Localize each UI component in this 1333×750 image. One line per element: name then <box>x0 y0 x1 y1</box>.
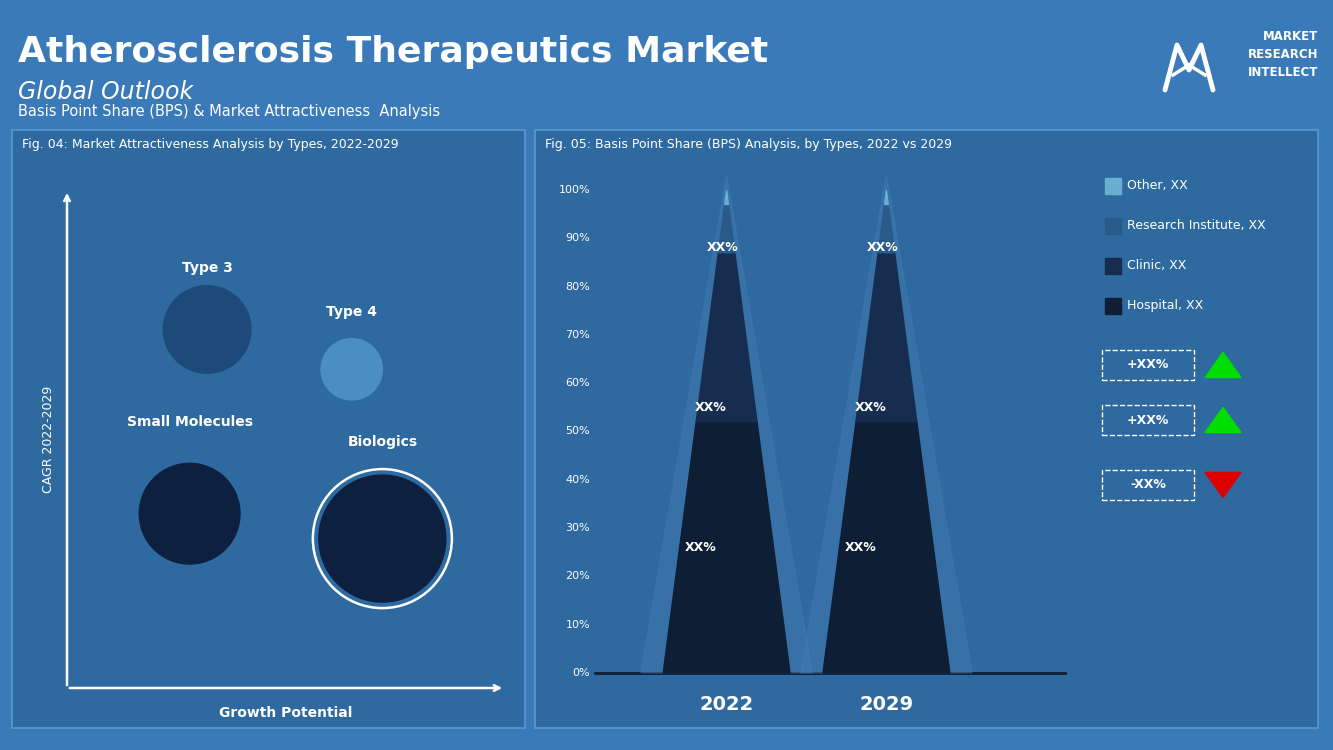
Text: Research Institute, XX: Research Institute, XX <box>1126 218 1266 232</box>
Circle shape <box>321 338 383 400</box>
Polygon shape <box>725 190 729 205</box>
Bar <box>12 130 525 728</box>
Text: Small Molecules: Small Molecules <box>127 415 253 429</box>
Polygon shape <box>822 422 950 673</box>
Text: 30%: 30% <box>565 523 591 533</box>
Text: 100%: 100% <box>559 185 591 195</box>
Text: Biologics: Biologics <box>348 435 417 449</box>
Circle shape <box>319 475 445 602</box>
Text: Other, XX: Other, XX <box>1126 178 1188 191</box>
Text: Growth Potential: Growth Potential <box>220 706 353 720</box>
Text: 50%: 50% <box>565 427 591 436</box>
Bar <box>1105 178 1121 194</box>
Bar <box>535 130 1318 728</box>
Text: MARKET
RESEARCH
INTELLECT: MARKET RESEARCH INTELLECT <box>1248 30 1318 79</box>
Text: XX%: XX% <box>866 242 898 254</box>
Text: Type 4: Type 4 <box>327 305 377 320</box>
Polygon shape <box>878 205 894 253</box>
Text: 0%: 0% <box>572 668 591 678</box>
Text: +XX%: +XX% <box>1126 358 1169 371</box>
Text: 10%: 10% <box>565 620 591 630</box>
Polygon shape <box>1205 352 1241 377</box>
Text: Fig. 04: Market Attractiveness Analysis by Types, 2022-2029: Fig. 04: Market Attractiveness Analysis … <box>23 138 399 151</box>
Text: Type 3: Type 3 <box>181 261 232 274</box>
Circle shape <box>164 286 251 374</box>
Text: 20%: 20% <box>565 572 591 581</box>
Polygon shape <box>663 422 790 673</box>
Text: 70%: 70% <box>565 330 591 340</box>
Text: 80%: 80% <box>565 281 591 292</box>
Text: 90%: 90% <box>565 233 591 243</box>
Bar <box>1105 258 1121 274</box>
Text: -XX%: -XX% <box>1130 478 1166 491</box>
Text: +XX%: +XX% <box>1126 413 1169 427</box>
Polygon shape <box>1205 472 1241 497</box>
Bar <box>1105 298 1121 314</box>
Text: XX%: XX% <box>706 242 738 254</box>
Bar <box>1105 218 1121 234</box>
Text: XX%: XX% <box>845 541 877 554</box>
Polygon shape <box>641 175 812 673</box>
Text: CAGR 2022-2029: CAGR 2022-2029 <box>43 386 56 493</box>
Text: 2029: 2029 <box>860 695 913 714</box>
Polygon shape <box>856 253 917 422</box>
Circle shape <box>139 464 240 564</box>
Text: Hospital, XX: Hospital, XX <box>1126 298 1204 311</box>
Text: XX%: XX% <box>685 541 717 554</box>
Text: Basis Point Share (BPS) & Market Attractiveness  Analysis: Basis Point Share (BPS) & Market Attract… <box>19 104 440 119</box>
Text: 40%: 40% <box>565 475 591 484</box>
Polygon shape <box>696 253 757 422</box>
Text: XX%: XX% <box>854 400 886 414</box>
Text: 60%: 60% <box>565 378 591 388</box>
Polygon shape <box>1205 407 1241 433</box>
Text: Global Outlook: Global Outlook <box>19 80 193 104</box>
Polygon shape <box>718 205 734 253</box>
Text: Atherosclerosis Therapeutics Market: Atherosclerosis Therapeutics Market <box>19 35 768 69</box>
Text: Fig. 05: Basis Point Share (BPS) Analysis, by Types, 2022 vs 2029: Fig. 05: Basis Point Share (BPS) Analysi… <box>545 138 952 151</box>
Text: 2022: 2022 <box>700 695 753 714</box>
Text: XX%: XX% <box>694 400 726 414</box>
Polygon shape <box>885 190 888 205</box>
Text: Clinic, XX: Clinic, XX <box>1126 259 1186 272</box>
Polygon shape <box>801 175 972 673</box>
